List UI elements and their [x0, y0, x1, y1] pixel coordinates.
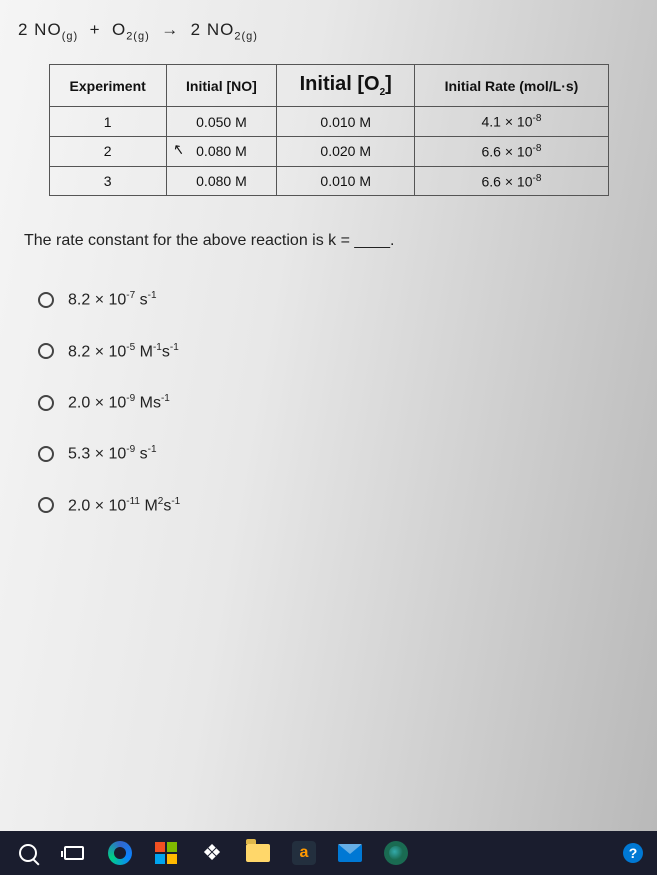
cell-rate: 4.1 × 10-8 [415, 107, 608, 137]
store-icon [155, 842, 177, 864]
option-a[interactable]: 8.2 × 10-7 s-1 [38, 290, 639, 309]
dropbox-icon: ❖ [202, 840, 222, 866]
radio-icon[interactable] [38, 497, 54, 513]
cell-no: 0.050 M [166, 107, 276, 137]
cell-rate: 6.6 × 10-8 [415, 137, 608, 167]
folder-icon [246, 844, 270, 862]
answer-options: 8.2 × 10-7 s-1 8.2 × 10-5 M-1s-1 2.0 × 1… [38, 290, 639, 515]
cell-no: 0.080 M [166, 137, 276, 167]
option-b[interactable]: 8.2 × 10-5 M-1s-1 [38, 342, 639, 361]
option-label: 2.0 × 10-9 Ms-1 [68, 393, 170, 412]
groove-button[interactable] [376, 833, 416, 873]
search-button[interactable] [8, 833, 48, 873]
col-experiment: Experiment [49, 65, 166, 107]
reaction-equation: 2 NO(g) + O2(g) → 2 NO2(g) [18, 20, 639, 42]
radio-icon[interactable] [38, 292, 54, 308]
cell-exp: 3 [49, 166, 166, 196]
task-view-button[interactable] [54, 833, 94, 873]
store-button[interactable] [146, 833, 186, 873]
mail-button[interactable] [330, 833, 370, 873]
radio-icon[interactable] [38, 343, 54, 359]
radio-icon[interactable] [38, 446, 54, 462]
option-e[interactable]: 2.0 × 10-11 M2s-1 [38, 496, 639, 515]
cell-no: 0.080 M [166, 166, 276, 196]
search-icon [19, 844, 37, 862]
mail-icon [338, 844, 362, 862]
help-button[interactable]: ? [623, 843, 643, 863]
explorer-button[interactable] [238, 833, 278, 873]
option-c[interactable]: 2.0 × 10-9 Ms-1 [38, 393, 639, 412]
option-label: 8.2 × 10-5 M-1s-1 [68, 342, 179, 361]
amazon-icon: a [292, 841, 316, 865]
task-view-icon [64, 846, 84, 860]
cell-exp: 1 [49, 107, 166, 137]
page-content: 2 NO(g) + O2(g) → 2 NO2(g) Experiment In… [0, 0, 657, 875]
option-label: 8.2 × 10-7 s-1 [68, 290, 157, 309]
groove-icon [384, 841, 408, 865]
option-label: 2.0 × 10-11 M2s-1 [68, 496, 180, 515]
radio-icon[interactable] [38, 395, 54, 411]
amazon-button[interactable]: a [284, 833, 324, 873]
cell-rate: 6.6 × 10-8 [415, 166, 608, 196]
cell-exp: 2 [49, 137, 166, 167]
option-label: 5.3 × 10-9 s-1 [68, 444, 157, 463]
taskbar-right: ? [623, 843, 649, 863]
col-initial-rate: Initial Rate (mol/L·s) [415, 65, 608, 107]
taskbar: ❖ a ? [0, 831, 657, 875]
col-initial-o2: Initial [O2] [277, 65, 415, 107]
option-d[interactable]: 5.3 × 10-9 s-1 [38, 444, 639, 463]
col-initial-no: Initial [NO] [166, 65, 276, 107]
table-row: 2 0.080 M 0.020 M 6.6 × 10-8 [49, 137, 608, 167]
table-row: 1 0.050 M 0.010 M 4.1 × 10-8 [49, 107, 608, 137]
dropbox-button[interactable]: ❖ [192, 833, 232, 873]
cell-o2: 0.010 M [277, 107, 415, 137]
edge-button[interactable] [100, 833, 140, 873]
cell-o2: 0.010 M [277, 166, 415, 196]
cell-o2: 0.020 M [277, 137, 415, 167]
table-row: 3 0.080 M 0.010 M 6.6 × 10-8 [49, 166, 608, 196]
question-text: The rate constant for the above reaction… [24, 232, 639, 250]
edge-icon [108, 841, 132, 865]
data-table: Experiment Initial [NO] Initial [O2] Ini… [49, 64, 609, 196]
